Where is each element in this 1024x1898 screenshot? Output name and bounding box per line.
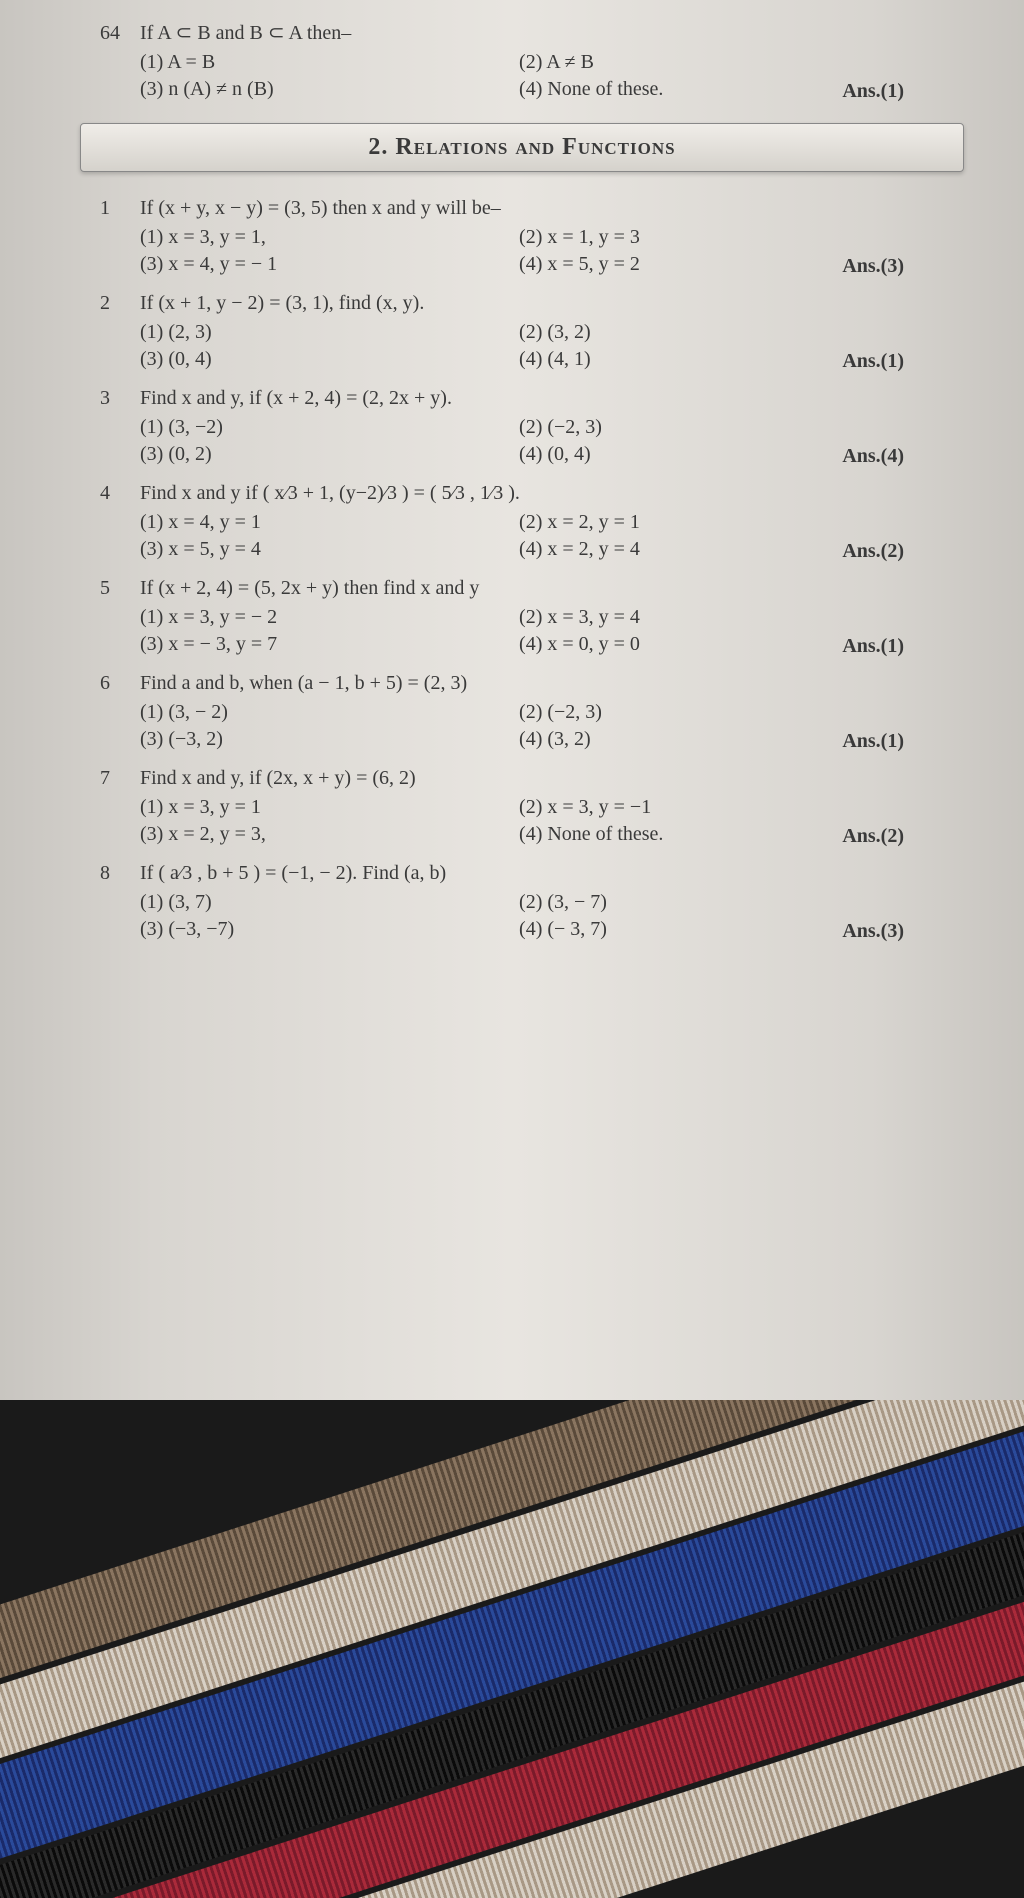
option-1: (1) x = 3, y = 1 bbox=[140, 794, 519, 821]
question-number: 1 bbox=[100, 197, 140, 220]
question-number: 2 bbox=[100, 292, 140, 315]
option-4: (4) x = 0, y = 0 bbox=[519, 631, 898, 658]
option-3: (3) x = 2, y = 3, bbox=[140, 821, 519, 848]
question-7: 7 Find x and y, if (2x, x + y) = (6, 2) … bbox=[100, 767, 964, 848]
option-3: (3) x = − 3, y = 7 bbox=[140, 631, 519, 658]
option-2: (2) (−2, 3) bbox=[519, 414, 898, 441]
option-3: (3) x = 4, y = − 1 bbox=[140, 251, 519, 278]
option-1: (1) x = 3, y = − 2 bbox=[140, 604, 519, 631]
question-text: If ( a⁄3 , b + 5 ) = (−1, − 2). Find (a,… bbox=[140, 862, 964, 885]
option-4: (4) x = 2, y = 4 bbox=[519, 536, 898, 563]
options-list: (1) x = 3, y = 1, (2) x = 1, y = 3 (3) x… bbox=[140, 224, 964, 278]
question-text: If (x + 1, y − 2) = (3, 1), find (x, y). bbox=[140, 292, 964, 315]
question-1: 1 If (x + y, x − y) = (3, 5) then x and … bbox=[100, 197, 964, 278]
option-1: (1) (3, − 2) bbox=[140, 699, 519, 726]
options-list: (1) A = B (2) A ≠ B (3) n (A) ≠ n (B) (4… bbox=[140, 49, 964, 103]
answer-label: Ans.(1) bbox=[842, 80, 904, 103]
question-3: 3 Find x and y, if (x + 2, 4) = (2, 2x +… bbox=[100, 387, 964, 468]
question-text: Find x and y if ( x⁄3 + 1, (y−2)⁄3 ) = (… bbox=[140, 482, 964, 505]
option-4: (4) x = 5, y = 2 bbox=[519, 251, 898, 278]
option-2: (2) (3, − 7) bbox=[519, 889, 898, 916]
option-4: (4) (4, 1) bbox=[519, 346, 898, 373]
question-text: If A ⊂ B and B ⊂ A then– bbox=[140, 20, 964, 45]
answer-label: Ans.(3) bbox=[842, 920, 904, 943]
option-4: (4) (− 3, 7) bbox=[519, 916, 898, 943]
section-title: 2. Relations and Functions bbox=[101, 134, 943, 161]
answer-label: Ans.(1) bbox=[842, 635, 904, 658]
question-number: 8 bbox=[100, 862, 140, 885]
option-2: (2) A ≠ B bbox=[519, 49, 898, 76]
option-1: (1) A = B bbox=[140, 49, 519, 76]
option-1: (1) (2, 3) bbox=[140, 319, 519, 346]
option-4: (4) None of these. bbox=[519, 821, 898, 848]
question-number: 7 bbox=[100, 767, 140, 790]
answer-label: Ans.(2) bbox=[842, 825, 904, 848]
options-list: (1) x = 3, y = − 2 (2) x = 3, y = 4 (3) … bbox=[140, 604, 964, 658]
question-64: 64 If A ⊂ B and B ⊂ A then– (1) A = B (2… bbox=[100, 20, 964, 103]
textbook-page: 64 If A ⊂ B and B ⊂ A then– (1) A = B (2… bbox=[0, 0, 1024, 1400]
question-5: 5 If (x + 2, 4) = (5, 2x + y) then find … bbox=[100, 577, 964, 658]
option-2: (2) x = 2, y = 1 bbox=[519, 509, 898, 536]
option-1: (1) x = 3, y = 1, bbox=[140, 224, 519, 251]
question-6: 6 Find a and b, when (a − 1, b + 5) = (2… bbox=[100, 672, 964, 753]
option-1: (1) (3, −2) bbox=[140, 414, 519, 441]
option-4: (4) None of these. bbox=[519, 76, 898, 103]
question-4: 4 Find x and y if ( x⁄3 + 1, (y−2)⁄3 ) =… bbox=[100, 482, 964, 563]
option-3: (3) (0, 2) bbox=[140, 441, 519, 468]
question-2: 2 If (x + 1, y − 2) = (3, 1), find (x, y… bbox=[100, 292, 964, 373]
option-3: (3) n (A) ≠ n (B) bbox=[140, 76, 519, 103]
options-list: (1) (3, −2) (2) (−2, 3) (3) (0, 2) (4) (… bbox=[140, 414, 964, 468]
answer-label: Ans.(3) bbox=[842, 255, 904, 278]
option-2: (2) (−2, 3) bbox=[519, 699, 898, 726]
question-text: Find x and y, if (2x, x + y) = (6, 2) bbox=[140, 767, 964, 790]
option-2: (2) x = 1, y = 3 bbox=[519, 224, 898, 251]
question-number: 5 bbox=[100, 577, 140, 600]
question-number: 6 bbox=[100, 672, 140, 695]
question-text: Find x and y, if (x + 2, 4) = (2, 2x + y… bbox=[140, 387, 964, 410]
question-number: 3 bbox=[100, 387, 140, 410]
option-3: (3) (−3, 2) bbox=[140, 726, 519, 753]
options-list: (1) x = 3, y = 1 (2) x = 3, y = −1 (3) x… bbox=[140, 794, 964, 848]
options-list: (1) (3, 7) (2) (3, − 7) (3) (−3, −7) (4)… bbox=[140, 889, 964, 943]
answer-label: Ans.(1) bbox=[842, 350, 904, 373]
fabric-background bbox=[0, 1400, 1024, 1898]
option-3: (3) (−3, −7) bbox=[140, 916, 519, 943]
question-number: 64 bbox=[100, 22, 140, 45]
option-3: (3) (0, 4) bbox=[140, 346, 519, 373]
answer-label: Ans.(2) bbox=[842, 540, 904, 563]
options-list: (1) x = 4, y = 1 (2) x = 2, y = 1 (3) x … bbox=[140, 509, 964, 563]
option-3: (3) x = 5, y = 4 bbox=[140, 536, 519, 563]
question-8: 8 If ( a⁄3 , b + 5 ) = (−1, − 2). Find (… bbox=[100, 862, 964, 943]
option-2: (2) x = 3, y = −1 bbox=[519, 794, 898, 821]
section-banner: 2. Relations and Functions bbox=[80, 123, 964, 172]
options-list: (1) (2, 3) (2) (3, 2) (3) (0, 4) (4) (4,… bbox=[140, 319, 964, 373]
option-2: (2) (3, 2) bbox=[519, 319, 898, 346]
option-4: (4) (3, 2) bbox=[519, 726, 898, 753]
answer-label: Ans.(1) bbox=[842, 730, 904, 753]
question-text: If (x + y, x − y) = (3, 5) then x and y … bbox=[140, 197, 964, 220]
question-text: If (x + 2, 4) = (5, 2x + y) then find x … bbox=[140, 577, 964, 600]
question-text: Find a and b, when (a − 1, b + 5) = (2, … bbox=[140, 672, 964, 695]
option-1: (1) (3, 7) bbox=[140, 889, 519, 916]
answer-label: Ans.(4) bbox=[842, 445, 904, 468]
options-list: (1) (3, − 2) (2) (−2, 3) (3) (−3, 2) (4)… bbox=[140, 699, 964, 753]
question-number: 4 bbox=[100, 482, 140, 505]
option-2: (2) x = 3, y = 4 bbox=[519, 604, 898, 631]
option-4: (4) (0, 4) bbox=[519, 441, 898, 468]
option-1: (1) x = 4, y = 1 bbox=[140, 509, 519, 536]
